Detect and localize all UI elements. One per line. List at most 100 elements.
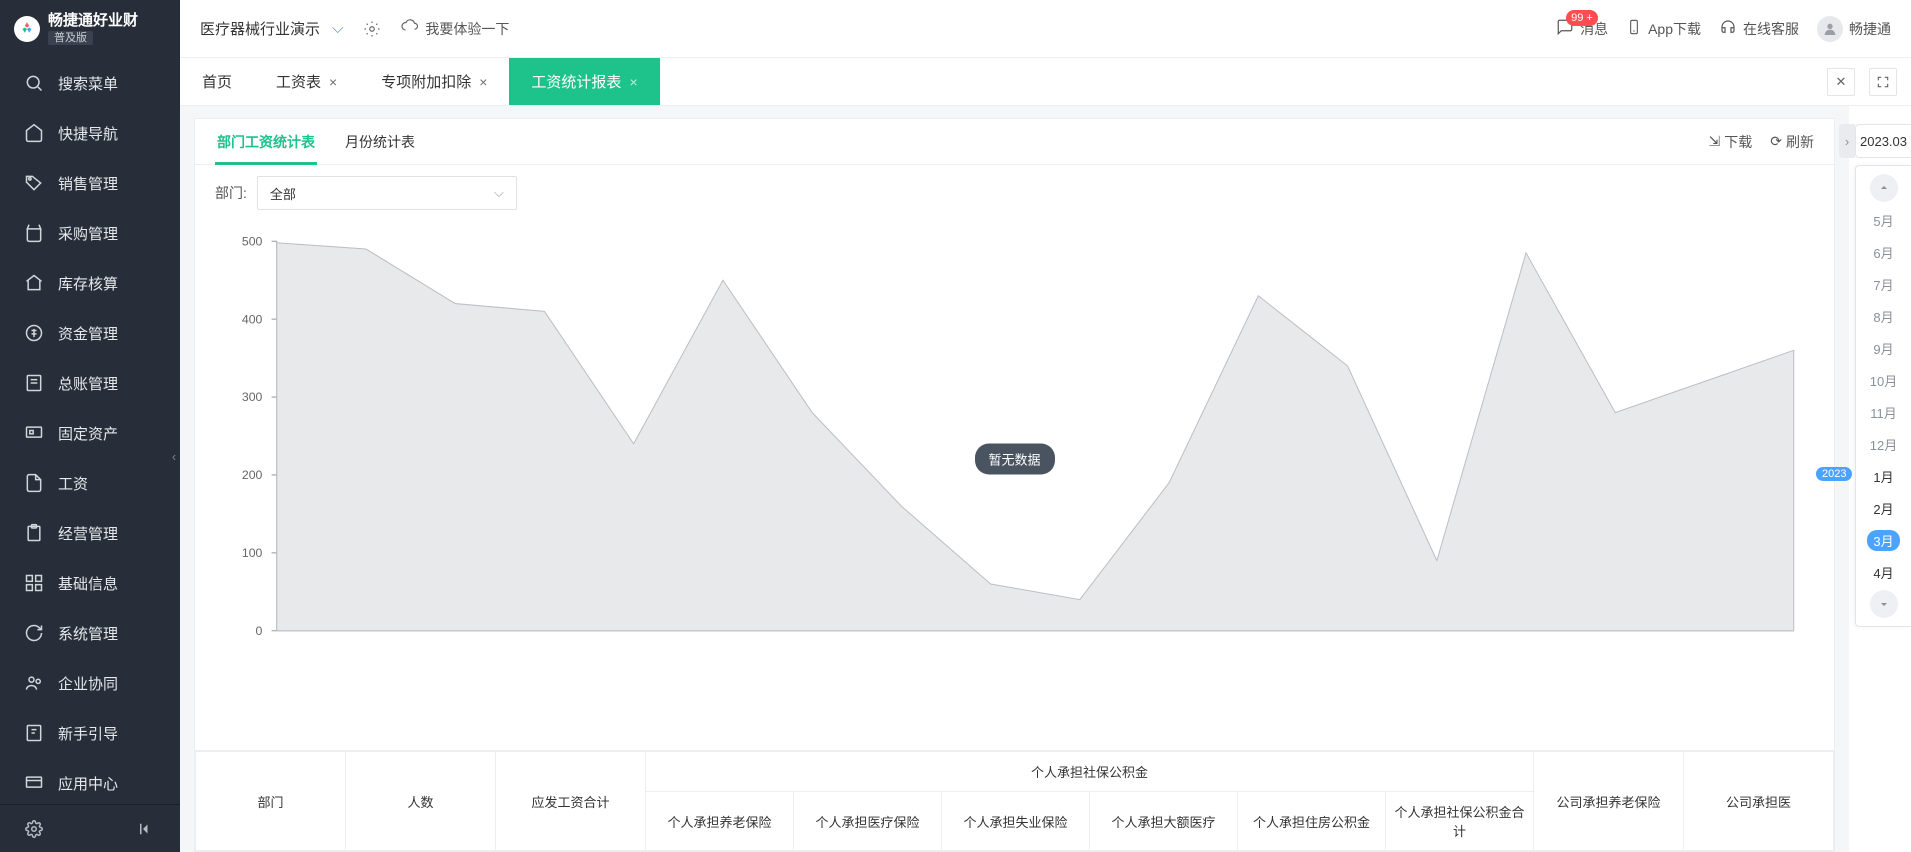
current-period[interactable]: 2023.03: [1855, 124, 1911, 158]
chevron-down-icon: ⌵: [332, 20, 343, 37]
nav-item-2[interactable]: 销售管理: [0, 158, 180, 208]
workspace-settings-icon[interactable]: [361, 18, 383, 40]
nav-item-label: 基础信息: [58, 573, 118, 594]
month-item[interactable]: 9月: [1856, 334, 1911, 362]
topbar: 医疗器械行业演示 ⌵ 我要体验一下 消息 99 + App下载 在线客服 畅捷通: [180, 0, 1911, 58]
nav-item-10[interactable]: 基础信息: [0, 558, 180, 608]
tab-close-icon[interactable]: ×: [629, 74, 637, 90]
apps-icon: [24, 773, 44, 793]
nav-item-6[interactable]: 总账管理: [0, 358, 180, 408]
nav-item-label: 经营管理: [58, 523, 118, 544]
asset-icon: [24, 423, 44, 443]
tab-label: 专项附加扣除: [381, 71, 471, 92]
col-header: 应发工资合计: [496, 752, 646, 851]
month-rail-toggle[interactable]: ›: [1839, 124, 1855, 158]
coin-icon: [24, 323, 44, 343]
refresh-icon: ⟳: [1770, 133, 1782, 150]
headset-icon: [1719, 18, 1737, 39]
refresh-label: 刷新: [1786, 132, 1814, 152]
download-button[interactable]: ⇲下载: [1709, 132, 1753, 152]
avatar-icon: [1817, 16, 1843, 42]
nav-item-13[interactable]: 新手引导: [0, 708, 180, 758]
brand: 畅捷通好业财 普及版: [0, 0, 180, 58]
nav-item-label: 资金管理: [58, 323, 118, 344]
month-item[interactable]: 11月: [1856, 398, 1911, 426]
sidebar-handle[interactable]: ‹: [168, 426, 180, 486]
month-next-button[interactable]: [1870, 590, 1898, 618]
workspace-selector[interactable]: 医疗器械行业演示 ⌵: [200, 18, 343, 39]
month-prev-button[interactable]: [1870, 174, 1898, 202]
nav-item-9[interactable]: 经营管理: [0, 508, 180, 558]
tab-close-icon[interactable]: ×: [329, 74, 337, 90]
no-data-badge: 暂无数据: [974, 444, 1054, 475]
settings-icon[interactable]: [24, 819, 44, 839]
chevron-down-icon: ⌵: [494, 185, 504, 201]
nav-item-12[interactable]: 企业协同: [0, 658, 180, 708]
page-tab-2[interactable]: 专项附加扣除 ×: [359, 58, 509, 105]
col-header: 部门: [196, 752, 346, 851]
collapse-sidebar-icon[interactable]: [136, 819, 156, 839]
dept-select[interactable]: 全部 ⌵: [257, 176, 517, 210]
month-item[interactable]: 2月: [1856, 494, 1911, 522]
table-wrap: 部门人数应发工资合计个人承担社保公积金公司承担养老保险公司承担医个人承担养老保险…: [195, 750, 1834, 851]
month-item[interactable]: 12月: [1856, 430, 1911, 458]
nav-item-label: 总账管理: [58, 373, 118, 394]
try-experience-button[interactable]: 我要体验一下: [401, 18, 509, 39]
month-item[interactable]: 5月: [1856, 206, 1911, 234]
app-download-button[interactable]: App下载: [1626, 19, 1701, 39]
nav-item-label: 快捷导航: [58, 123, 118, 144]
col-group-header: 个人承担社保公积金: [646, 752, 1534, 792]
support-label: 在线客服: [1743, 19, 1799, 39]
nav-item-label: 搜索菜单: [58, 73, 118, 94]
month-item[interactable]: 6月: [1856, 238, 1911, 266]
month-item[interactable]: 8月: [1856, 302, 1911, 330]
col-header: 公司承担医: [1684, 752, 1834, 851]
month-item[interactable]: 3月: [1856, 526, 1911, 554]
tab-label: 首页: [202, 71, 232, 92]
brand-title: 畅捷通好业财: [48, 13, 138, 30]
search-icon: [24, 73, 44, 93]
nav-item-label: 系统管理: [58, 623, 118, 644]
nav-item-4[interactable]: 库存核算: [0, 258, 180, 308]
nav-item-label: 应用中心: [58, 773, 118, 794]
nav-item-3[interactable]: 采购管理: [0, 208, 180, 258]
month-item[interactable]: 10月: [1856, 366, 1911, 394]
tab-close-all-button[interactable]: ✕: [1827, 68, 1855, 96]
nav-item-7[interactable]: 固定资产: [0, 408, 180, 458]
download-label: 下载: [1724, 132, 1752, 152]
page-tab-1[interactable]: 工资表×: [254, 58, 359, 105]
workspace-name: 医疗器械行业演示: [200, 18, 320, 39]
messages-badge: 99 +: [1566, 10, 1598, 26]
support-button[interactable]: 在线客服: [1719, 18, 1799, 39]
dept-filter-label: 部门:: [215, 183, 247, 203]
month-item[interactable]: 4月: [1856, 558, 1911, 586]
user-menu[interactable]: 畅捷通: [1817, 16, 1891, 42]
house-icon: [24, 273, 44, 293]
sidebar: 畅捷通好业财 普及版 搜索菜单快捷导航销售管理采购管理库存核算资金管理总账管理固…: [0, 0, 180, 852]
page-tab-3[interactable]: 工资统计报表×: [509, 58, 659, 105]
refresh-button[interactable]: ⟳刷新: [1770, 132, 1814, 152]
bag-icon: [24, 223, 44, 243]
col-sub-header: 个人承担社保公积金合计: [1386, 792, 1534, 851]
nav-item-8[interactable]: 工资: [0, 458, 180, 508]
nav-item-14[interactable]: 应用中心: [0, 758, 180, 804]
salary-table: 部门人数应发工资合计个人承担社保公积金公司承担养老保险公司承担医个人承担养老保险…: [195, 751, 1834, 851]
page-tab-0[interactable]: 首页: [180, 58, 254, 105]
tab-close-icon[interactable]: ×: [479, 74, 487, 90]
tag-icon: [24, 173, 44, 193]
nav-item-5[interactable]: 资金管理: [0, 308, 180, 358]
nav-item-1[interactable]: 快捷导航: [0, 108, 180, 158]
nav-item-label: 企业协同: [58, 673, 118, 694]
month-item[interactable]: 7月: [1856, 270, 1911, 298]
nav-item-0[interactable]: 搜索菜单: [0, 58, 180, 108]
nav-item-11[interactable]: 系统管理: [0, 608, 180, 658]
guide-icon: [24, 723, 44, 743]
sub-tab-1[interactable]: 月份统计表: [343, 120, 417, 164]
svg-text:400: 400: [242, 312, 263, 326]
sub-tab-0[interactable]: 部门工资统计表: [215, 120, 317, 164]
svg-text:300: 300: [242, 390, 263, 404]
fullscreen-button[interactable]: [1869, 68, 1897, 96]
ledger-icon: [24, 373, 44, 393]
month-item[interactable]: 20231月: [1856, 462, 1911, 490]
messages-button[interactable]: 消息 99 +: [1556, 18, 1608, 39]
